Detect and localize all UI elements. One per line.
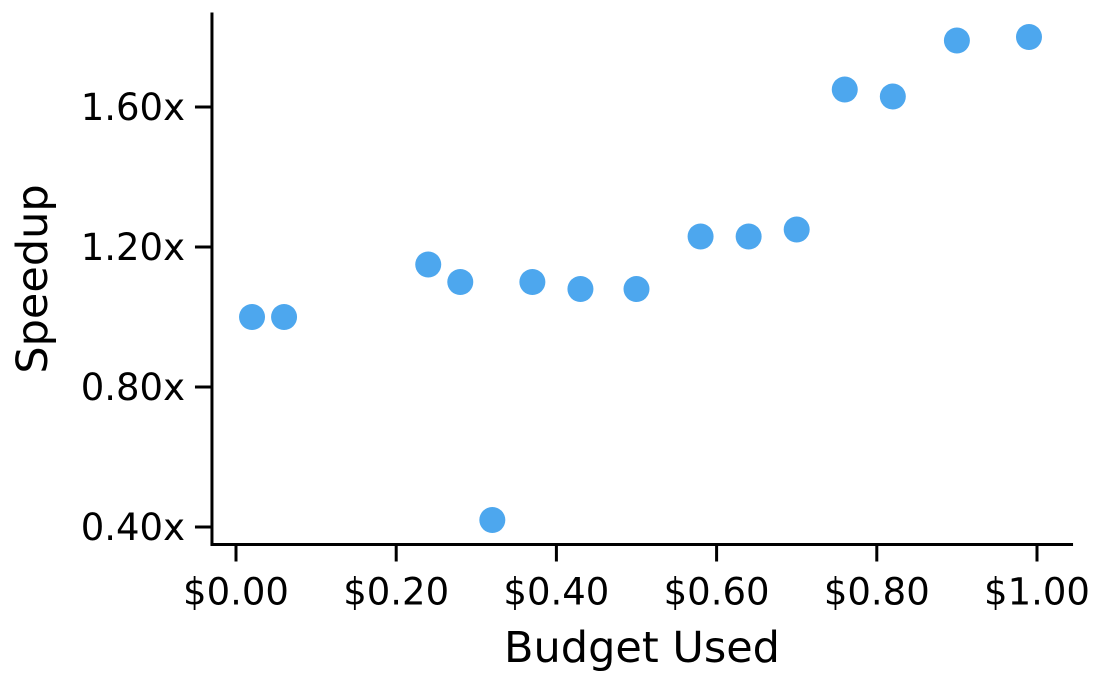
scatter-point — [519, 269, 546, 295]
x-tick-label: $0.20 — [343, 571, 449, 614]
scatter-point — [735, 223, 762, 250]
x-tick-label: $0.80 — [824, 571, 930, 614]
y-tick-label: 1.60x — [81, 86, 185, 129]
scatter-point — [567, 276, 594, 302]
y-tick-label: 0.80x — [81, 366, 185, 409]
scatter-point — [831, 76, 858, 103]
scatter-point — [783, 216, 810, 243]
scatter-point — [479, 507, 506, 533]
scatter-point — [415, 251, 442, 278]
x-tick-label: $1.00 — [984, 571, 1090, 614]
scatter-point — [239, 304, 266, 330]
y-tick-label: 1.20x — [81, 226, 185, 269]
scatter-point — [271, 304, 298, 330]
x-tick-label: $0.00 — [183, 571, 289, 614]
x-tick-label: $0.60 — [664, 571, 770, 614]
y-axis-title: Speedup — [8, 184, 58, 374]
scatter-point — [447, 269, 474, 295]
scatter-point — [879, 83, 906, 110]
x-axis-title: Budget Used — [504, 623, 780, 673]
y-tick-label: 0.40x — [81, 506, 185, 549]
scatter-point — [623, 276, 650, 302]
x-tick-label: $0.40 — [503, 571, 609, 614]
scatter-point — [687, 223, 714, 250]
scatter-point — [1015, 24, 1042, 50]
scatter-point — [943, 27, 970, 54]
